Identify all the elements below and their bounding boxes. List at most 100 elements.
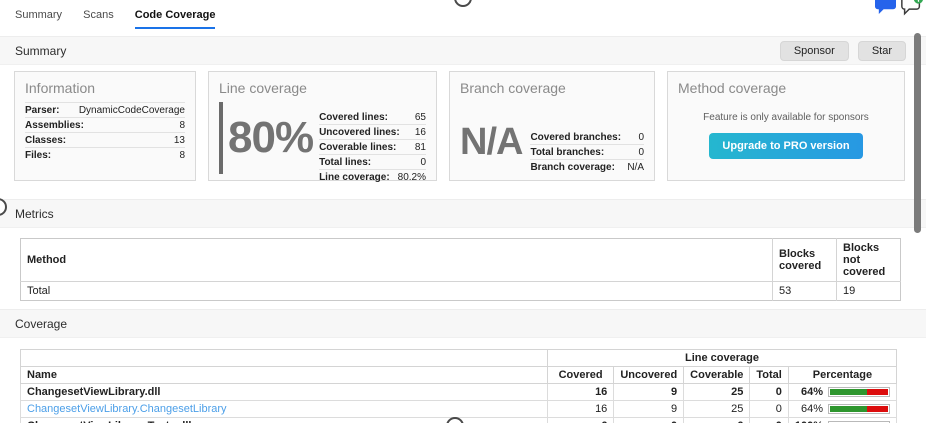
stat-row: Total lines: 0 xyxy=(319,154,426,169)
metrics-col-blocks-not-covered: Blocks not covered xyxy=(836,238,901,282)
method-coverage-card-title: Method coverage xyxy=(678,80,787,96)
summary-cards: Information Parser: DynamicCodeCoverage … xyxy=(0,65,926,184)
stat-value: 8 xyxy=(179,150,185,161)
empty-header-cell xyxy=(20,349,548,367)
covered-value: 16 xyxy=(546,383,615,401)
coverage-section-title: Coverage xyxy=(15,316,68,331)
stat-value: 80.2% xyxy=(397,172,426,183)
stat-label: Line coverage: xyxy=(319,172,390,183)
coverage-row-assembly: ChangesetViewLibrary.dll 16 9 25 0 64% xyxy=(20,383,898,401)
line-coverage-stats: Covered lines: 65 Uncovered lines: 16 Co… xyxy=(319,110,426,184)
information-stats: Parser: DynamicCodeCoverage Assemblies: … xyxy=(25,102,185,162)
stat-label: Parser: xyxy=(25,105,60,116)
coverage-bar xyxy=(828,404,890,414)
metrics-table: Method Blocks covered Blocks not covered… xyxy=(20,238,901,301)
stat-label: Covered lines: xyxy=(319,112,388,123)
information-card-title: Information xyxy=(25,80,96,96)
col-uncovered: Uncovered xyxy=(613,366,685,384)
coverage-bar-green xyxy=(830,389,868,395)
percentage-cell: 100% xyxy=(787,417,898,423)
add-comment-icon[interactable] xyxy=(900,0,924,16)
branch-coverage-card: Branch coverage N/A Covered branches: 0 … xyxy=(449,71,655,181)
uncovered-value: 9 xyxy=(613,400,685,418)
coverage-bar-red xyxy=(867,389,888,395)
summary-section-header: Summary Sponsor Star xyxy=(0,36,926,65)
metrics-blocks-not-covered-value: 19 xyxy=(836,281,901,301)
stat-value: 8 xyxy=(179,120,185,131)
tab-code-coverage[interactable]: Code Coverage xyxy=(134,9,216,29)
assembly-name: ChangesetViewLibrary.Tests.dll xyxy=(20,417,548,423)
class-link[interactable]: ChangesetViewLibrary.ChangesetLibrary xyxy=(27,403,227,415)
coverable-value: 25 xyxy=(683,383,751,401)
stat-row: Line coverage: 80.2% xyxy=(319,169,426,184)
col-covered: Covered xyxy=(546,366,615,384)
stat-label: Classes: xyxy=(25,135,67,146)
coverage-group-header-row: Line coverage xyxy=(20,349,898,367)
col-name: Name xyxy=(20,366,548,384)
percentage-value: 64% xyxy=(800,403,823,415)
metrics-blocks-covered-value: 53 xyxy=(772,281,837,301)
star-button[interactable]: Star xyxy=(857,40,906,61)
branch-coverage-card-title: Branch coverage xyxy=(460,80,566,96)
class-name: ChangesetViewLibrary.ChangesetLibrary xyxy=(20,400,548,418)
sponsor-only-note: Feature is only available for sponsors xyxy=(703,112,869,123)
summary-section-title: Summary xyxy=(15,43,67,58)
uncovered-value: 9 xyxy=(613,383,685,401)
line-coverage-percentage-big: 80% xyxy=(228,113,314,163)
stat-row: Covered lines: 65 xyxy=(319,110,426,124)
coverage-bar-green xyxy=(830,406,868,412)
uncovered-value: 0 xyxy=(613,417,685,423)
col-coverable: Coverable xyxy=(683,366,751,384)
total-value: 0 xyxy=(749,417,789,423)
coverage-bar xyxy=(828,421,890,423)
stat-row: Uncovered lines: 16 xyxy=(319,124,426,139)
header-icons xyxy=(874,0,924,16)
stat-row: Assemblies: 8 xyxy=(25,117,185,132)
coverage-row-assembly: ChangesetViewLibrary.Tests.dll 6 0 6 0 1… xyxy=(20,417,898,423)
col-percentage: Percentage xyxy=(787,366,898,384)
stat-label: Total branches: xyxy=(530,147,605,158)
stat-row: Covered branches: 0 xyxy=(530,130,644,144)
stat-value: 0 xyxy=(420,157,426,168)
tab-summary[interactable]: Summary xyxy=(15,9,63,21)
metrics-section-title: Metrics xyxy=(15,206,54,221)
stat-row: Classes: 13 xyxy=(25,132,185,147)
stat-label: Assemblies: xyxy=(25,120,84,131)
upgrade-pro-button[interactable]: Upgrade to PRO version xyxy=(709,133,863,159)
stat-value: 0 xyxy=(638,132,644,143)
covered-value: 6 xyxy=(546,417,615,423)
stat-row: Parser: DynamicCodeCoverage xyxy=(25,102,185,117)
line-coverage-card-title: Line coverage xyxy=(219,80,307,96)
stat-label: Uncovered lines: xyxy=(319,127,400,138)
sponsor-button[interactable]: Sponsor xyxy=(779,40,849,61)
coverage-table: Line coverage Name Covered Uncovered Cov… xyxy=(20,349,898,423)
stat-value: DynamicCodeCoverage xyxy=(78,105,185,116)
information-card: Information Parser: DynamicCodeCoverage … xyxy=(14,71,196,181)
stat-row: Branch coverage: N/A xyxy=(530,159,644,174)
metrics-section-header: Metrics xyxy=(0,199,926,228)
stat-label: Total lines: xyxy=(319,157,372,168)
coverage-columns-row: Name Covered Uncovered Coverable Total P… xyxy=(20,366,898,384)
col-total: Total xyxy=(749,366,789,384)
percentage-value: 100% xyxy=(795,420,823,423)
total-value: 0 xyxy=(749,400,789,418)
metrics-total-label: Total xyxy=(27,285,51,297)
stat-value: 81 xyxy=(414,142,426,153)
scrollbar-thumb[interactable] xyxy=(914,33,921,233)
method-coverage-card: Method coverage Feature is only availabl… xyxy=(667,71,905,181)
stat-value: 16 xyxy=(414,127,426,138)
coverage-bar-red xyxy=(867,406,888,412)
assembly-name: ChangesetViewLibrary.dll xyxy=(20,383,548,401)
stat-row: Files: 8 xyxy=(25,147,185,162)
stat-label: Coverable lines: xyxy=(319,142,397,153)
metrics-total-row: Total 53 19 xyxy=(21,281,901,301)
metrics-header-row: Method Blocks covered Blocks not covered xyxy=(20,238,901,282)
tab-scans[interactable]: Scans xyxy=(83,9,114,21)
covered-value: 16 xyxy=(546,400,615,418)
stat-label: Branch coverage: xyxy=(530,162,615,173)
metrics-col-blocks-covered: Blocks covered xyxy=(772,238,837,282)
percentage-value: 64% xyxy=(800,386,823,398)
branch-coverage-stats: Covered branches: 0 Total branches: 0 Br… xyxy=(530,130,644,174)
chat-bubble-icon[interactable] xyxy=(874,0,897,15)
stat-label: Covered branches: xyxy=(530,132,622,143)
